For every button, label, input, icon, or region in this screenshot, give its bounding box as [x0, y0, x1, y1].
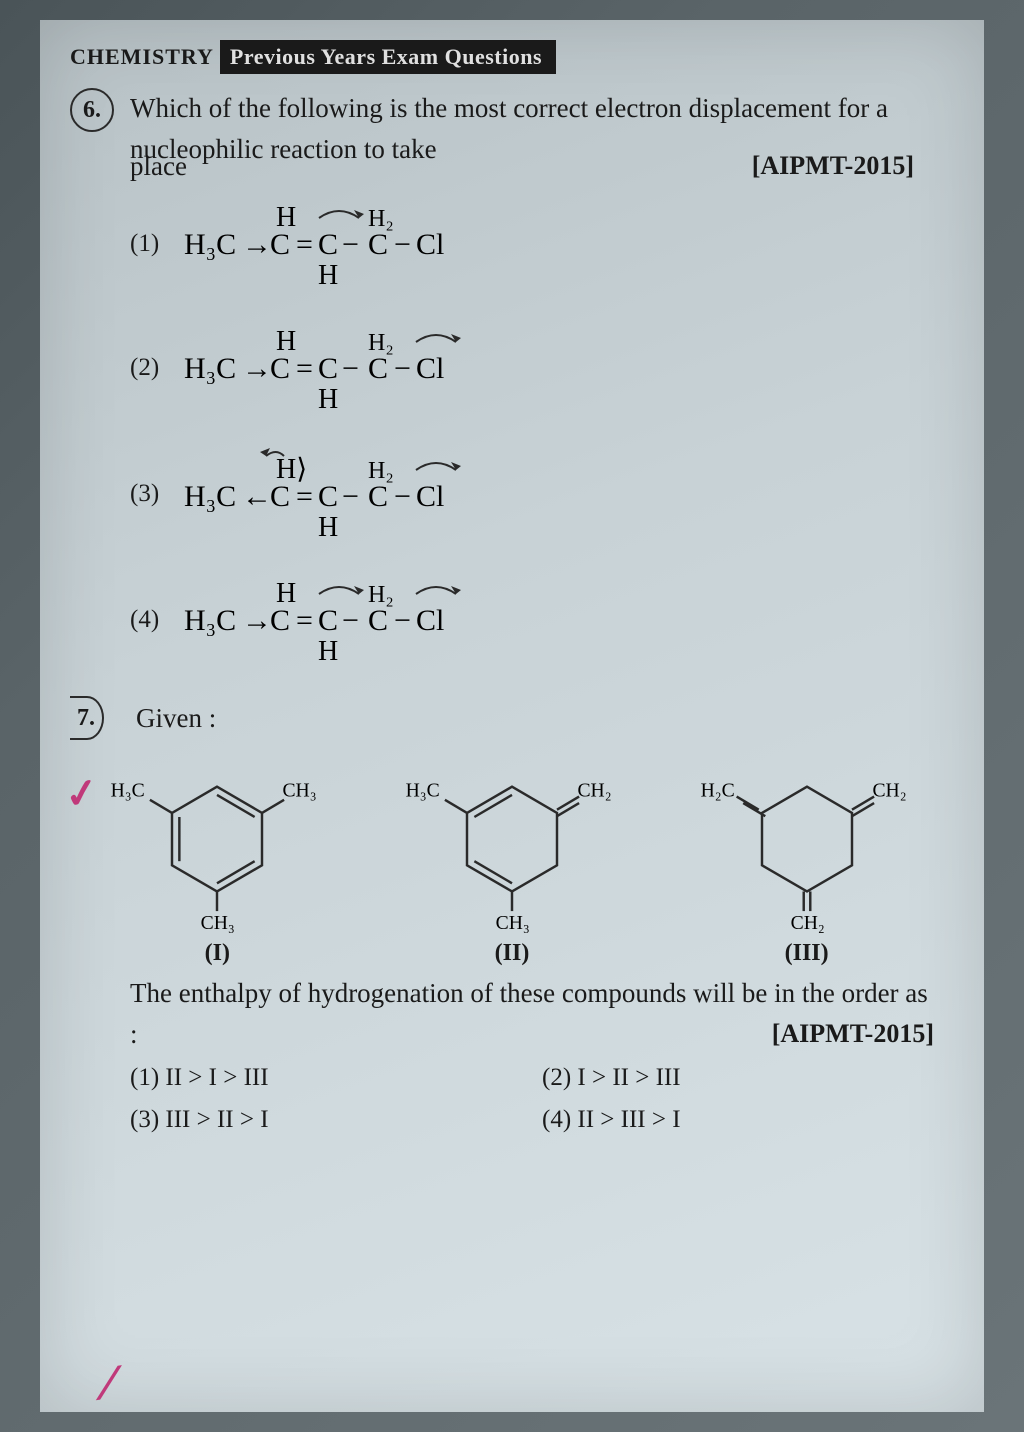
- compound3-svg: H₂C CH₂ CH₂: [677, 754, 937, 934]
- svg-text:Cl: Cl: [416, 352, 444, 385]
- svg-text:C: C: [270, 480, 290, 513]
- svg-text:H₂C: H₂C: [700, 781, 734, 802]
- q6-opt4-num: (4): [130, 606, 170, 634]
- q6-number-circle: 6.: [70, 88, 114, 132]
- q6-exam-tag: [AIPMT-2015]: [752, 151, 914, 182]
- q7-ans2: (2) I > II > III: [542, 1064, 954, 1092]
- pen-mark-opt4: ✓: [62, 768, 102, 819]
- compound3-label: (III): [785, 940, 829, 967]
- compound2-label: (II): [495, 940, 530, 967]
- q6-place: place: [130, 151, 187, 182]
- svg-text:C: C: [318, 604, 338, 637]
- svg-text:H: H: [318, 512, 338, 543]
- svg-text:H: H: [318, 384, 338, 415]
- compounds-row: H₃C CH₃ CH₃ (I) H₃C CH₂: [70, 754, 954, 967]
- svg-text:CH₂: CH₂: [577, 781, 611, 802]
- compound2-svg: H₃C CH₂ CH₃: [382, 754, 642, 934]
- svg-text:C: C: [270, 604, 290, 637]
- q7-ans1: (1) II > I > III: [130, 1064, 542, 1092]
- compound-1: H₃C CH₃ CH₃ (I): [85, 754, 350, 967]
- compound-3: H₂C CH₂ CH₂ (III): [674, 754, 939, 967]
- q6-opt3-structure: H₃C ← H⟩ C = C H − H₂ C − Cl: [184, 444, 564, 544]
- svg-text:C: C: [368, 480, 388, 513]
- svg-text:Cl: Cl: [416, 604, 444, 637]
- opt3-svg: H₃C ← H⟩ C = C H − H₂ C − Cl: [184, 444, 564, 544]
- q7-answers: (1) II > I > III (2) I > II > III (3) II…: [130, 1064, 954, 1134]
- svg-text:H₃C: H₃C: [111, 781, 145, 802]
- svg-text:−: −: [342, 228, 359, 261]
- svg-text:−: −: [342, 480, 359, 513]
- svg-text:H₃C: H₃C: [406, 781, 440, 802]
- svg-text:→: →: [242, 604, 272, 637]
- q6-opt2-structure: H₃C → H C = C H − H₂ C − Cl: [184, 320, 564, 416]
- q6-opt1-structure: H₃C → H C = C H − H₂ C − Cl: [184, 196, 544, 292]
- q7-number-circle: 7.: [70, 696, 104, 740]
- svg-text:H₃C: H₃C: [184, 480, 236, 513]
- svg-text:C: C: [368, 352, 388, 385]
- svg-text:=: =: [296, 228, 313, 261]
- svg-text:=: =: [296, 604, 313, 637]
- svg-text:H₃C: H₃C: [184, 604, 236, 637]
- compound1-label: (I): [205, 940, 230, 967]
- svg-text:CH₃: CH₃: [283, 781, 317, 802]
- q6-opt3: (3) H₃C ← H⟩ C = C H − H₂ C −: [130, 444, 954, 544]
- opt2-svg: H₃C → H C = C H − H₂ C − Cl: [184, 320, 564, 416]
- svg-text:H: H: [318, 260, 338, 291]
- svg-text:C: C: [318, 228, 338, 261]
- svg-text:−: −: [342, 604, 359, 637]
- svg-text:−: −: [342, 352, 359, 385]
- svg-text:−: −: [394, 228, 411, 261]
- svg-text:CH₃: CH₃: [201, 913, 235, 934]
- svg-text:←: ←: [242, 480, 272, 513]
- pyq-banner: Previous Years Exam Questions: [220, 40, 556, 74]
- svg-text:H₃C: H₃C: [184, 352, 236, 385]
- svg-text:C: C: [270, 228, 290, 261]
- svg-text:CH₃: CH₃: [496, 913, 530, 934]
- q7-number: 7.: [77, 705, 95, 732]
- svg-text:H₃C: H₃C: [184, 228, 236, 261]
- subject-label: CHEMISTRY: [70, 44, 214, 70]
- svg-text:CH₂: CH₂: [790, 913, 824, 934]
- svg-text:CH₂: CH₂: [872, 781, 906, 802]
- q7-exam-tag: [AIPMT-2015]: [772, 1014, 934, 1053]
- svg-text:C: C: [368, 604, 388, 637]
- svg-text:−: −: [394, 604, 411, 637]
- q6-opt1-num: (1): [130, 230, 170, 258]
- svg-text:C: C: [318, 480, 338, 513]
- svg-text:−: −: [394, 480, 411, 513]
- q6-number: 6.: [83, 97, 101, 124]
- svg-text:Cl: Cl: [416, 480, 444, 513]
- header-row: CHEMISTRY Previous Years Exam Questions: [70, 40, 954, 74]
- q6-options: (1) H₃C → H C = C H − H₂ C − Cl: [130, 196, 954, 668]
- question-7-header: 7. Given :: [70, 696, 954, 740]
- compound-2: H₃C CH₂ CH₃ (II): [379, 754, 644, 967]
- q7-given: Given :: [136, 698, 954, 739]
- svg-text:C: C: [270, 352, 290, 385]
- svg-text:−: −: [394, 352, 411, 385]
- opt1-svg: H₃C → H C = C H − H₂ C − Cl: [184, 196, 544, 292]
- svg-text:H: H: [318, 636, 338, 667]
- q6-opt2-num: (2): [130, 354, 170, 382]
- compound1-svg: H₃C CH₃ CH₃: [87, 754, 347, 934]
- q7-ans4: (4) II > III > I: [542, 1106, 954, 1134]
- q6-opt2: (2) H₃C → H C = C H − H₂ C − Cl: [130, 320, 954, 416]
- opt4-svg: H₃C → H C = C H − H₂ C − Cl: [184, 572, 564, 668]
- q7-text-row: The enthalpy of hydrogenation of these c…: [130, 973, 934, 1054]
- q6-opt4-structure: H₃C → H C = C H − H₂ C − Cl: [184, 572, 564, 668]
- svg-text:→: →: [242, 228, 272, 261]
- svg-text:C: C: [318, 352, 338, 385]
- svg-text:Cl: Cl: [416, 228, 444, 261]
- q7-ans3: (3) III > II > I: [130, 1106, 542, 1134]
- q6-opt3-num: (3): [130, 480, 170, 508]
- q6-opt1: (1) H₃C → H C = C H − H₂ C − Cl: [130, 196, 954, 292]
- q6-opt4: (4) H₃C → H C = C H − H₂ C −: [130, 572, 954, 668]
- svg-text:→: →: [242, 352, 272, 385]
- svg-text:C: C: [368, 228, 388, 261]
- svg-text:=: =: [296, 480, 313, 513]
- pen-mark-ans3: ⟋: [92, 1358, 126, 1408]
- svg-text:=: =: [296, 352, 313, 385]
